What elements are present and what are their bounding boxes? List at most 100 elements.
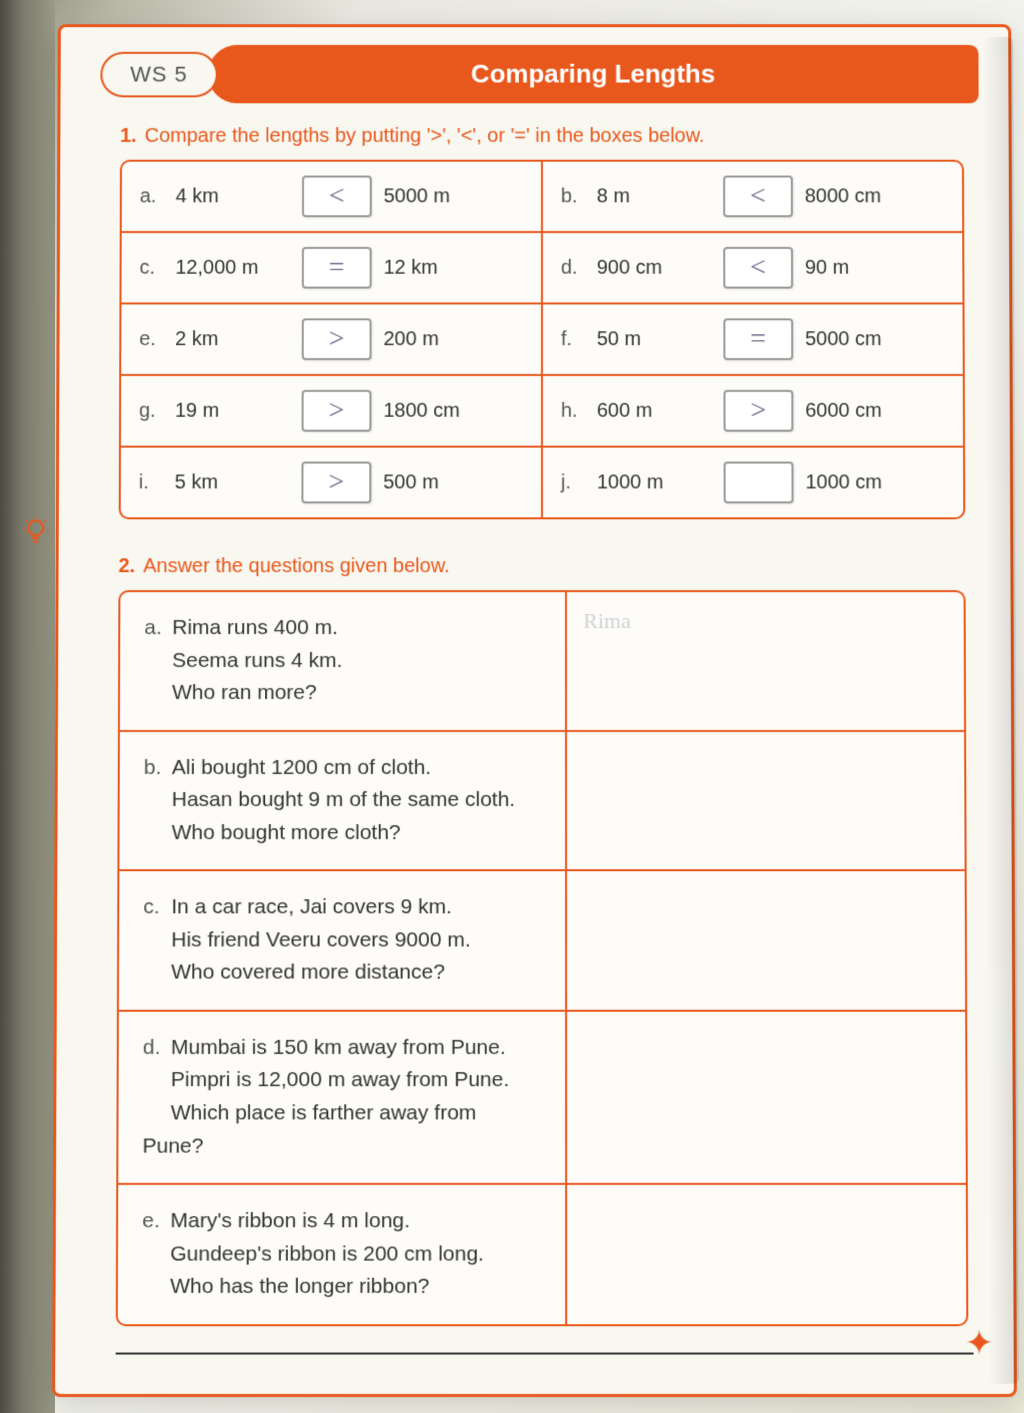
question-line: In a car race, Jai covers 9 km. bbox=[171, 896, 452, 919]
question-line: Mumbai is 150 km away from Pune. bbox=[171, 1036, 506, 1059]
comparison-cell: j. 1000 m 1000 cm bbox=[541, 446, 963, 518]
rhs-value: 5000 m bbox=[384, 185, 523, 208]
rhs-value: 5000 cm bbox=[805, 328, 945, 351]
q2-instruction-text: Answer the questions given below. bbox=[143, 555, 450, 577]
table-row: a. 4 km < 5000 m b. 8 m < 8000 cm bbox=[122, 162, 962, 231]
question-line: Who bought more cloth? bbox=[172, 821, 401, 844]
question-line: Which place is farther away from Pune? bbox=[142, 1101, 476, 1157]
table-row: b.Ali bought 1200 cm of cloth. Hasan bou… bbox=[119, 730, 964, 870]
answer-box[interactable]: > bbox=[302, 390, 372, 432]
answer-box[interactable]: < bbox=[723, 176, 793, 218]
q1-instruction: 1. Compare the lengths by putting '>', '<… bbox=[60, 113, 1008, 160]
rhs-value: 1800 cm bbox=[383, 399, 523, 422]
lhs-value: 600 m bbox=[597, 399, 712, 422]
comparison-cell: d. 900 cm < 90 m bbox=[541, 231, 963, 302]
q1-number: 1. bbox=[120, 125, 137, 147]
lhs-value: 1000 m bbox=[597, 471, 712, 494]
lhs-value: 8 m bbox=[597, 185, 712, 208]
question-line: Gundeep's ribbon is 200 cm long. bbox=[170, 1242, 484, 1265]
page-edge-shadow bbox=[983, 37, 1018, 1384]
answer-box[interactable]: = bbox=[302, 247, 372, 289]
answer-box[interactable]: < bbox=[723, 247, 793, 289]
item-letter: b. bbox=[561, 185, 585, 208]
comparison-cell: a. 4 km < 5000 m bbox=[122, 162, 541, 231]
answer-box[interactable]: > bbox=[723, 390, 793, 432]
answer-area[interactable] bbox=[567, 1185, 966, 1324]
lhs-value: 2 km bbox=[175, 328, 290, 351]
worksheet-page: WS 5 Comparing Lengths 1. Compare the len… bbox=[52, 24, 1017, 1397]
question-line: Who has the longer ribbon? bbox=[170, 1275, 429, 1298]
lhs-value: 900 cm bbox=[597, 256, 712, 279]
answer-box[interactable]: < bbox=[302, 176, 372, 218]
answer-area[interactable] bbox=[567, 1012, 965, 1183]
rhs-value: 200 m bbox=[383, 328, 523, 351]
item-letter: d. bbox=[561, 256, 585, 279]
item-letter: a. bbox=[144, 612, 172, 644]
question-line: Who ran more? bbox=[172, 681, 317, 704]
rhs-value: 90 m bbox=[805, 256, 945, 279]
table-row: e.Mary's ribbon is 4 m long. Gundeep's r… bbox=[118, 1183, 967, 1324]
rhs-value: 8000 cm bbox=[805, 185, 944, 208]
question-line: Ali bought 1200 cm of cloth. bbox=[172, 756, 431, 779]
table-row: i. 5 km > 500 m j. 1000 m 1000 cm bbox=[121, 446, 964, 518]
question-line: Hasan bought 9 m of the same cloth. bbox=[172, 788, 516, 811]
answer-area[interactable] bbox=[567, 732, 964, 870]
question-line: Who covered more distance? bbox=[171, 961, 445, 984]
item-letter: b. bbox=[144, 752, 172, 785]
question-line: Mary's ribbon is 4 m long. bbox=[170, 1209, 410, 1232]
question-text: a.Rima runs 400 m. Seema runs 4 km. Who … bbox=[120, 592, 567, 730]
comparison-cell: e. 2 km > 200 m bbox=[121, 302, 541, 374]
item-letter: h. bbox=[561, 399, 585, 422]
item-letter: c. bbox=[143, 892, 171, 925]
item-letter: c. bbox=[139, 256, 163, 279]
comparison-cell: g. 19 m > 1800 cm bbox=[121, 374, 541, 446]
page-title: Comparing Lengths bbox=[208, 45, 979, 103]
table-row: c. 12,000 m = 12 km d. 900 cm < 90 m bbox=[121, 231, 962, 302]
question-text: c.In a car race, Jai covers 9 km. His fr… bbox=[119, 871, 567, 1009]
footer-rule bbox=[116, 1352, 974, 1354]
question-line: Seema runs 4 km. bbox=[172, 649, 342, 672]
comparison-cell: f. 50 m = 5000 cm bbox=[541, 302, 963, 374]
answer-box[interactable] bbox=[724, 462, 794, 504]
question-line: Pimpri is 12,000 m away from Pune. bbox=[171, 1069, 509, 1092]
rhs-value: 12 km bbox=[384, 256, 523, 279]
question-text: e.Mary's ribbon is 4 m long. Gundeep's r… bbox=[118, 1185, 568, 1324]
question-text: d.Mumbai is 150 km away from Pune. Pimpr… bbox=[118, 1012, 567, 1183]
answer-area[interactable] bbox=[567, 871, 965, 1009]
question-line: Rima runs 400 m. bbox=[172, 616, 338, 639]
lhs-value: 19 m bbox=[175, 399, 290, 422]
lhs-value: 50 m bbox=[597, 328, 712, 351]
lightbulb-icon bbox=[21, 515, 51, 552]
comparison-cell: c. 12,000 m = 12 km bbox=[121, 231, 541, 302]
answer-box[interactable]: > bbox=[302, 318, 372, 360]
item-letter: g. bbox=[139, 399, 163, 422]
answer-box[interactable]: = bbox=[723, 318, 793, 360]
comparison-cell: h. 600 m > 6000 cm bbox=[541, 374, 963, 446]
item-letter: d. bbox=[143, 1032, 171, 1065]
item-letter: e. bbox=[139, 328, 163, 351]
comparison-cell: b. 8 m < 8000 cm bbox=[541, 162, 962, 231]
worksheet-number-badge: WS 5 bbox=[100, 51, 217, 96]
lhs-value: 5 km bbox=[175, 471, 290, 494]
item-letter: e. bbox=[142, 1205, 170, 1238]
item-letter: a. bbox=[140, 185, 164, 208]
header: WS 5 Comparing Lengths bbox=[60, 27, 1008, 113]
answer-area[interactable]: Rima bbox=[567, 592, 964, 730]
comparison-cell: i. 5 km > 500 m bbox=[121, 446, 541, 518]
answer-box[interactable]: > bbox=[301, 462, 371, 504]
table-row: a.Rima runs 400 m. Seema runs 4 km. Who … bbox=[120, 592, 964, 730]
rhs-value: 500 m bbox=[383, 471, 523, 494]
rhs-value: 6000 cm bbox=[805, 399, 945, 422]
item-letter: j. bbox=[561, 471, 585, 494]
lhs-value: 4 km bbox=[176, 185, 291, 208]
lhs-value: 12,000 m bbox=[175, 256, 290, 279]
q2-number: 2. bbox=[118, 555, 135, 577]
q2-instruction: 2. Answer the questions given below. bbox=[58, 543, 1010, 590]
comparison-table: a. 4 km < 5000 m b. 8 m < 8000 cm c. 12,… bbox=[119, 160, 966, 520]
q1-instruction-text: Compare the lengths by putting '>', '<',… bbox=[145, 125, 705, 147]
rhs-value: 1000 cm bbox=[805, 471, 945, 494]
table-row: c.In a car race, Jai covers 9 km. His fr… bbox=[119, 869, 965, 1009]
book-binding bbox=[0, 0, 55, 1413]
question-text: b.Ali bought 1200 cm of cloth. Hasan bou… bbox=[119, 732, 567, 870]
table-row: g. 19 m > 1800 cm h. 600 m > 6000 cm bbox=[121, 374, 963, 446]
